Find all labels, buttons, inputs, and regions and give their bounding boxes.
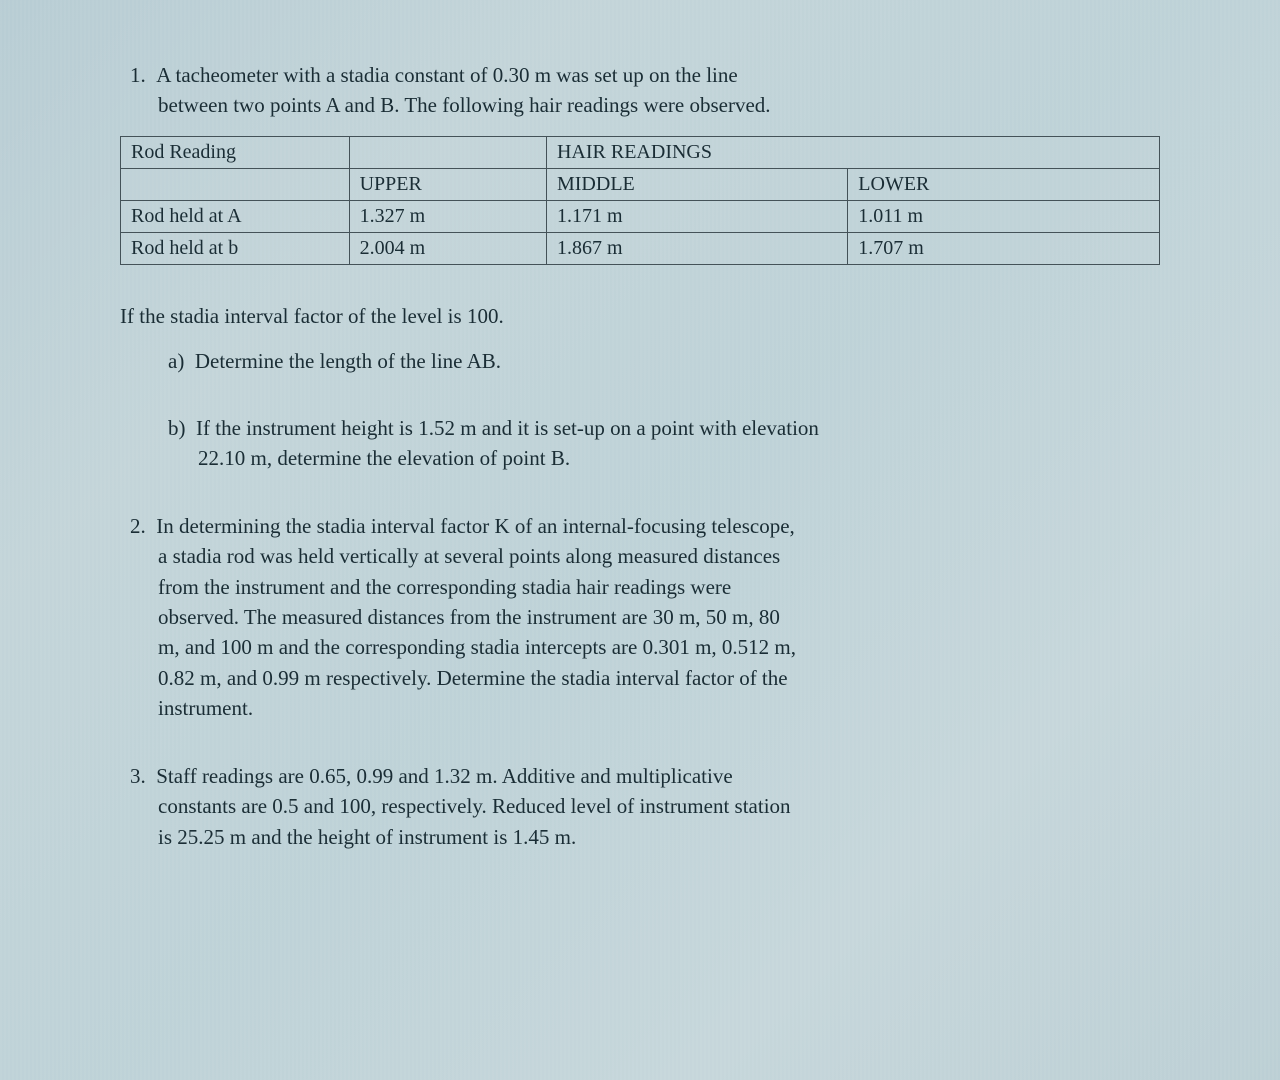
problem-2-line4: observed. The measured distances from th… — [158, 605, 780, 629]
row-b-label: Rod held at b — [121, 232, 350, 264]
row-a-lower: 1.011 m — [848, 200, 1160, 232]
problem-1-number: 1. — [130, 63, 146, 87]
problem-1-part-a: a) Determine the length of the line AB. — [120, 346, 1160, 376]
problem-3-line1: Staff readings are 0.65, 0.99 and 1.32 m… — [156, 764, 732, 788]
row-a-upper: 1.327 m — [349, 200, 546, 232]
row-a-label: Rod held at A — [121, 200, 350, 232]
part-b-line1: If the instrument height is 1.52 m and i… — [196, 416, 819, 440]
table-header-row-1: Rod Reading HAIR READINGS — [121, 136, 1160, 168]
table-header-empty2 — [121, 168, 350, 200]
problem-2-line6: 0.82 m, and 0.99 m respectively. Determi… — [158, 666, 788, 690]
part-b-line2: 22.10 m, determine the elevation of poin… — [198, 446, 570, 470]
table-row: Rod held at b 2.004 m 1.867 m 1.707 m — [121, 232, 1160, 264]
problem-1-part-b: b) If the instrument height is 1.52 m an… — [120, 413, 1160, 474]
table-header-rowlabel: Rod Reading — [121, 136, 350, 168]
row-b-lower: 1.707 m — [848, 232, 1160, 264]
table-row: Rod held at A 1.327 m 1.171 m 1.011 m — [121, 200, 1160, 232]
problem-3-line2: constants are 0.5 and 100, respectively.… — [158, 794, 791, 818]
table-header-row-2: UPPER MIDDLE LOWER — [121, 168, 1160, 200]
hair-readings-table: Rod Reading HAIR READINGS UPPER MIDDLE L… — [120, 136, 1160, 265]
problem-3-number: 3. — [130, 764, 146, 788]
table-col-upper: UPPER — [349, 168, 546, 200]
problem-2-line3: from the instrument and the correspondin… — [158, 575, 731, 599]
part-b-label: b) — [168, 416, 186, 440]
problem-1-line1: A tacheometer with a stadia constant of … — [156, 63, 737, 87]
part-a-label: a) — [168, 349, 184, 373]
problem-3: 3. Staff readings are 0.65, 0.99 and 1.3… — [120, 761, 1160, 852]
document-content: 1. A tacheometer with a stadia constant … — [120, 60, 1160, 852]
problem-2: 2. In determining the stadia interval fa… — [120, 511, 1160, 724]
part-a-text: Determine the length of the line AB. — [195, 349, 501, 373]
problem-2-line5: m, and 100 m and the corresponding stadi… — [158, 635, 796, 659]
problem-2-line7: instrument. — [158, 696, 253, 720]
problem-1-intro: 1. A tacheometer with a stadia constant … — [120, 60, 1160, 121]
row-b-upper: 2.004 m — [349, 232, 546, 264]
row-b-middle: 1.867 m — [546, 232, 847, 264]
problem-2-number: 2. — [130, 514, 146, 538]
table-header-empty — [349, 136, 546, 168]
row-a-middle: 1.171 m — [546, 200, 847, 232]
table-col-lower: LOWER — [848, 168, 1160, 200]
table-header-group: HAIR READINGS — [546, 136, 1159, 168]
table-col-middle: MIDDLE — [546, 168, 847, 200]
problem-2-line2: a stadia rod was held vertically at seve… — [158, 544, 780, 568]
problem-1-line2: between two points A and B. The followin… — [158, 93, 771, 117]
problem-1-if: If the stadia interval factor of the lev… — [120, 301, 1160, 331]
problem-2-line1: In determining the stadia interval facto… — [156, 514, 795, 538]
problem-3-line3: is 25.25 m and the height of instrument … — [158, 825, 576, 849]
